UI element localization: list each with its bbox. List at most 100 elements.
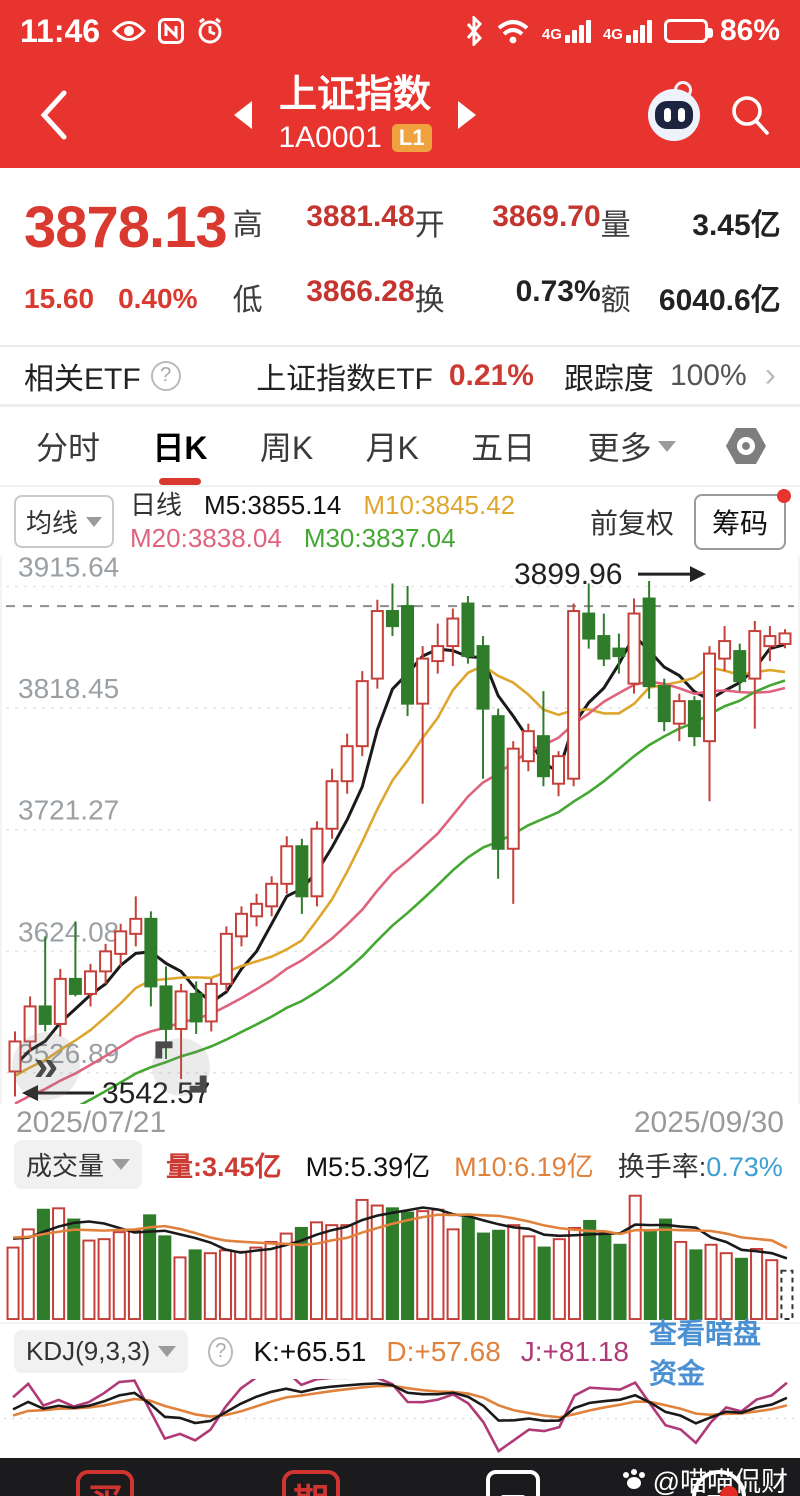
nav-icon-window[interactable] — [486, 1470, 540, 1496]
tab-more[interactable]: 更多 — [586, 413, 678, 479]
nav-icon-futures[interactable]: 期 — [282, 1470, 340, 1496]
ma30-value: M30:3837.04 — [303, 522, 456, 553]
svg-text:3721.27: 3721.27 — [18, 795, 119, 826]
kline-chart[interactable]: 3915.64 3818.45 3721.27 3624.08 3526.89 3899.… — [0, 556, 800, 1104]
amount-value: 6040.6亿 — [658, 284, 781, 317]
kdj-legend-row: KDJ(9,3,3) ? K:+65.51 D:+57.68 J:+81.18 … — [0, 1318, 800, 1389]
amount-label: 额 — [600, 284, 631, 317]
tab-five-day[interactable]: 五日 — [471, 430, 536, 466]
help-icon[interactable]: ? — [150, 360, 181, 391]
app-header: 上证指数 1A0001 L1 — [0, 62, 800, 168]
related-etf-label: 相关ETF — [24, 362, 141, 396]
volume-ma10: M10:6.19亿 — [454, 1151, 594, 1182]
nav-icon-1[interactable]: 买 — [76, 1470, 134, 1496]
tab-minute[interactable]: 分时 — [36, 430, 101, 466]
paw-icon — [622, 1468, 645, 1489]
turnover-rate: 换手率:0.73% — [617, 1151, 783, 1182]
volume-legend-row: 成交量 量:3.45亿 M5:5.39亿 M10:6.19亿 换手率:0.73% — [0, 1139, 800, 1189]
turnover-rate-label: 换 — [414, 284, 445, 317]
svg-text:3915.64: 3915.64 — [18, 556, 119, 582]
bluetooth-icon — [466, 16, 482, 46]
prev-stock-arrow[interactable] — [234, 100, 253, 129]
help-icon[interactable]: ? — [208, 1336, 234, 1367]
volume-indicator-button[interactable]: 成交量 — [14, 1139, 143, 1189]
volume-label: 量 — [600, 209, 631, 242]
notification-dot — [777, 488, 791, 503]
tracking-value: 100% — [669, 358, 747, 392]
expand-history-button[interactable]: » — [12, 1032, 80, 1100]
tracking-label: 跟踪度 — [563, 362, 654, 396]
tab-monthly-k[interactable]: 月K — [365, 430, 419, 466]
tab-weekly-k[interactable]: 周K — [259, 430, 314, 466]
quote-panel: 3878.13 15.60 0.40% 高 3881.48 低 3866.28 开 3… — [0, 168, 800, 345]
battery-percent: 86% — [719, 14, 780, 47]
period-label: 日线 — [130, 490, 183, 520]
start-date: 2025/07/21 — [16, 1105, 167, 1139]
volume-current: 量:3.45亿 — [166, 1151, 282, 1182]
stock-code: 1A0001 — [278, 120, 382, 154]
chevron-down-icon — [158, 1346, 177, 1357]
kdj-d-value: D:+57.68 — [386, 1335, 501, 1367]
low-label: 低 — [232, 284, 263, 317]
search-icon[interactable] — [728, 92, 772, 138]
period-tabs: 分时 日K 周K 月K 五日 更多 — [0, 407, 800, 487]
gear-icon[interactable] — [725, 428, 766, 464]
chevron-right-icon: › — [764, 356, 776, 394]
svg-text:3899.96: 3899.96 — [514, 558, 622, 591]
kdj-indicator-button[interactable]: KDJ(9,3,3) — [14, 1330, 189, 1373]
signal-icon-sim1: 4G — [542, 19, 591, 43]
etf-name: 上证指数ETF — [256, 362, 433, 396]
kdj-j-value: J:+81.18 — [520, 1335, 629, 1367]
last-price: 3878.13 — [24, 195, 228, 260]
clock-time: 11:46 — [20, 12, 101, 49]
adjust-mode-label[interactable]: 前复权 — [589, 507, 674, 539]
volume-chart[interactable] — [0, 1187, 800, 1324]
eye-icon — [112, 21, 147, 41]
battery-icon — [663, 19, 713, 43]
chevron-down-icon — [86, 516, 103, 527]
watermark-dot — [720, 1486, 738, 1496]
watermark: @喵喵侃财 — [621, 1460, 788, 1496]
end-date: 2025/09/30 — [633, 1105, 784, 1139]
volume-ma5: M5:5.39亿 — [305, 1151, 431, 1182]
ai-assistant-button[interactable] — [648, 89, 700, 141]
ma20-value: M20:3838.04 — [130, 522, 282, 553]
chips-button[interactable]: 筹码 — [693, 488, 791, 550]
price-change-percent: 0.40% — [118, 283, 198, 314]
open-value: 3869.70 — [492, 200, 601, 233]
tab-daily-k[interactable]: 日K — [150, 413, 209, 479]
low-value: 3866.28 — [306, 275, 415, 308]
volume-value: 3.45亿 — [692, 209, 781, 242]
ma5-value: M5:3855.14 — [204, 490, 342, 520]
date-axis: 2025/07/21 2025/09/30 — [0, 1104, 800, 1141]
kdj-chart[interactable] — [0, 1379, 800, 1458]
high-value: 3881.48 — [306, 200, 415, 233]
turnover-rate-value: 0.73% — [515, 275, 601, 308]
next-stock-arrow[interactable] — [457, 100, 476, 129]
ma10-value: M10:3845.42 — [363, 490, 516, 520]
chevron-down-icon — [657, 440, 676, 452]
kdj-k-value: K:+65.51 — [253, 1335, 367, 1367]
ma-selector-button[interactable]: 均线 — [14, 495, 115, 548]
open-label: 开 — [414, 209, 445, 242]
price-change: 15.60 — [24, 283, 95, 314]
svg-text:3624.08: 3624.08 — [18, 916, 119, 947]
level1-badge: L1 — [391, 123, 432, 152]
wifi-icon — [497, 20, 529, 44]
alarm-icon — [198, 17, 222, 44]
nfc-icon — [158, 18, 185, 44]
chevron-down-icon — [112, 1158, 131, 1170]
bottom-nav-bar: 买 期 @喵喵侃财 — [0, 1458, 800, 1496]
fullscreen-icon — [155, 1041, 207, 1093]
ma-legend-row: 均线 日线 M5:3855.14 M10:3845.42 M20:3838.04… — [0, 487, 800, 556]
dark-pool-link[interactable]: 查看暗盘资金 — [648, 1317, 761, 1389]
svg-text:3818.45: 3818.45 — [18, 673, 119, 704]
status-bar: 11:46 4G 4G 86% — [0, 0, 800, 62]
signal-icon-sim2: 4G — [603, 19, 652, 43]
etf-change: 0.21% — [448, 358, 534, 392]
fullscreen-button[interactable] — [152, 1038, 210, 1096]
high-label: 高 — [232, 209, 263, 242]
related-etf-row[interactable]: 相关ETF ? 上证指数ETF 0.21% 跟踪度 100% › — [0, 345, 800, 407]
back-button[interactable] — [28, 89, 78, 141]
page-title: 上证指数 — [278, 74, 431, 117]
